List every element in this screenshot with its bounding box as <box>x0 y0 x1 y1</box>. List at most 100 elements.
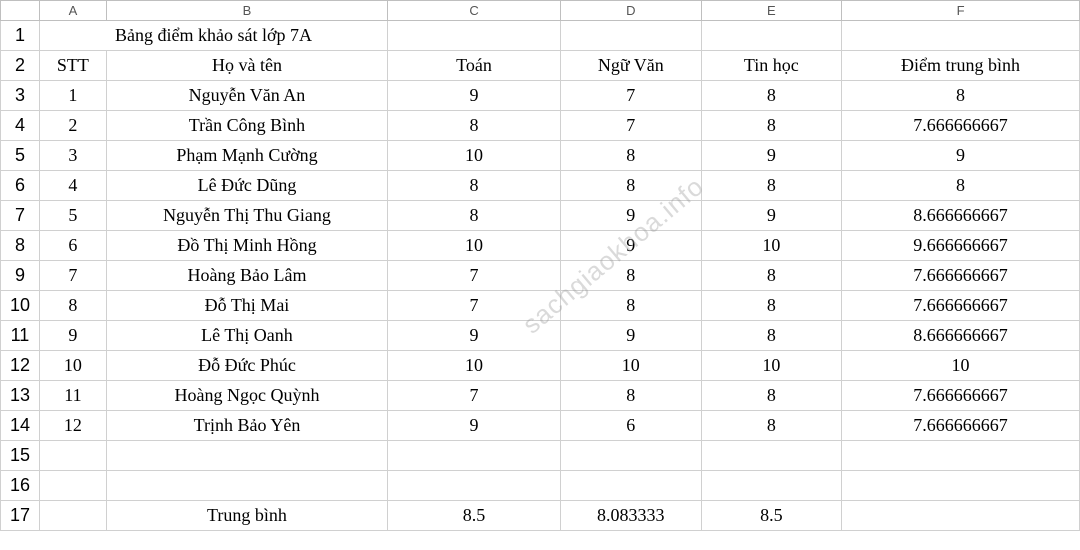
cell-cs[interactable]: 8 <box>701 321 842 351</box>
cell-stt[interactable]: 8 <box>39 291 106 321</box>
cell-stt[interactable]: 1 <box>39 81 106 111</box>
cell-math[interactable]: 7 <box>388 291 561 321</box>
cell-avg[interactable]: 10 <box>842 351 1080 381</box>
header-lit[interactable]: Ngữ Văn <box>561 51 702 81</box>
cell-lit[interactable]: 10 <box>561 351 702 381</box>
cell-math[interactable]: 9 <box>388 81 561 111</box>
cell-stt[interactable]: 5 <box>39 201 106 231</box>
col-header-C[interactable]: C <box>388 1 561 21</box>
cell-avg[interactable]: 7.666666667 <box>842 381 1080 411</box>
cell-stt[interactable]: 10 <box>39 351 106 381</box>
cell-name[interactable]: Nguyễn Thị Thu Giang <box>106 201 387 231</box>
cell-avg[interactable]: 9 <box>842 141 1080 171</box>
cell[interactable] <box>701 21 842 51</box>
header-name[interactable]: Họ và tên <box>106 51 387 81</box>
cell-math[interactable]: 7 <box>388 381 561 411</box>
row-header-11[interactable]: 11 <box>1 321 40 351</box>
cell-stt[interactable]: 9 <box>39 321 106 351</box>
footer-cs[interactable]: 8.5 <box>701 501 842 531</box>
cell-lit[interactable]: 8 <box>561 291 702 321</box>
cell-avg[interactable]: 7.666666667 <box>842 111 1080 141</box>
col-header-B[interactable]: B <box>106 1 387 21</box>
row-header-10[interactable]: 10 <box>1 291 40 321</box>
row-header-7[interactable]: 7 <box>1 201 40 231</box>
col-header-E[interactable]: E <box>701 1 842 21</box>
cell-name[interactable]: Nguyễn Văn An <box>106 81 387 111</box>
cell-cs[interactable]: 8 <box>701 261 842 291</box>
cell-name[interactable]: Hoàng Bảo Lâm <box>106 261 387 291</box>
cell-lit[interactable]: 9 <box>561 201 702 231</box>
cell-name[interactable]: Trần Công Bình <box>106 111 387 141</box>
cell-avg[interactable]: 7.666666667 <box>842 261 1080 291</box>
footer-math[interactable]: 8.5 <box>388 501 561 531</box>
cell[interactable] <box>561 21 702 51</box>
cell-math[interactable]: 10 <box>388 141 561 171</box>
cell-lit[interactable]: 8 <box>561 141 702 171</box>
header-math[interactable]: Toán <box>388 51 561 81</box>
cell-math[interactable]: 7 <box>388 261 561 291</box>
col-header-A[interactable]: A <box>39 1 106 21</box>
cell[interactable] <box>701 441 842 471</box>
col-header-F[interactable]: F <box>842 1 1080 21</box>
cell-cs[interactable]: 10 <box>701 231 842 261</box>
cell-lit[interactable]: 7 <box>561 81 702 111</box>
footer-label[interactable]: Trung bình <box>106 501 387 531</box>
cell-avg[interactable]: 8.666666667 <box>842 201 1080 231</box>
cell-avg[interactable]: 7.666666667 <box>842 291 1080 321</box>
cell-math[interactable]: 8 <box>388 201 561 231</box>
cell-stt[interactable]: 12 <box>39 411 106 441</box>
cell-avg[interactable]: 8 <box>842 81 1080 111</box>
cell[interactable] <box>106 471 387 501</box>
cell-cs[interactable]: 9 <box>701 201 842 231</box>
row-header-13[interactable]: 13 <box>1 381 40 411</box>
row-header-5[interactable]: 5 <box>1 141 40 171</box>
cell-lit[interactable]: 9 <box>561 321 702 351</box>
cell-cs[interactable]: 10 <box>701 351 842 381</box>
cell-name[interactable]: Lê Đức Dũng <box>106 171 387 201</box>
cell-lit[interactable]: 6 <box>561 411 702 441</box>
cell[interactable] <box>388 471 561 501</box>
col-header-D[interactable]: D <box>561 1 702 21</box>
title-cell[interactable]: Bảng điểm khảo sát lớp 7A <box>39 21 387 51</box>
row-header-6[interactable]: 6 <box>1 171 40 201</box>
cell[interactable] <box>388 441 561 471</box>
cell[interactable] <box>106 441 387 471</box>
cell-stt[interactable]: 7 <box>39 261 106 291</box>
header-stt[interactable]: STT <box>39 51 106 81</box>
cell[interactable] <box>561 441 702 471</box>
cell-avg[interactable]: 8 <box>842 171 1080 201</box>
cell-cs[interactable]: 8 <box>701 291 842 321</box>
cell-name[interactable]: Đỗ Đức Phúc <box>106 351 387 381</box>
cell-avg[interactable]: 9.666666667 <box>842 231 1080 261</box>
cell[interactable] <box>842 471 1080 501</box>
cell-math[interactable]: 8 <box>388 111 561 141</box>
corner-cell[interactable] <box>1 1 40 21</box>
cell-cs[interactable]: 8 <box>701 411 842 441</box>
cell-name[interactable]: Đồ Thị Minh Hồng <box>106 231 387 261</box>
row-header-2[interactable]: 2 <box>1 51 40 81</box>
row-header-1[interactable]: 1 <box>1 21 40 51</box>
cell-cs[interactable]: 9 <box>701 141 842 171</box>
cell-avg[interactable]: 8.666666667 <box>842 321 1080 351</box>
row-header-4[interactable]: 4 <box>1 111 40 141</box>
spreadsheet-grid[interactable]: A B C D E F 1Bảng điểm khảo sát lớp 7A2S… <box>0 0 1080 531</box>
cell-math[interactable]: 8 <box>388 171 561 201</box>
cell-stt[interactable]: 4 <box>39 171 106 201</box>
cell-name[interactable]: Đỗ Thị Mai <box>106 291 387 321</box>
cell[interactable] <box>842 501 1080 531</box>
row-header-8[interactable]: 8 <box>1 231 40 261</box>
cell-lit[interactable]: 9 <box>561 231 702 261</box>
cell-math[interactable]: 9 <box>388 321 561 351</box>
cell-cs[interactable]: 8 <box>701 81 842 111</box>
cell-avg[interactable]: 7.666666667 <box>842 411 1080 441</box>
cell-lit[interactable]: 8 <box>561 381 702 411</box>
cell[interactable] <box>388 21 561 51</box>
cell-name[interactable]: Hoàng Ngọc Quỳnh <box>106 381 387 411</box>
cell-cs[interactable]: 8 <box>701 111 842 141</box>
cell-lit[interactable]: 8 <box>561 261 702 291</box>
row-header-14[interactable]: 14 <box>1 411 40 441</box>
cell[interactable] <box>842 441 1080 471</box>
row-header-12[interactable]: 12 <box>1 351 40 381</box>
cell-math[interactable]: 9 <box>388 411 561 441</box>
row-header-16[interactable]: 16 <box>1 471 40 501</box>
